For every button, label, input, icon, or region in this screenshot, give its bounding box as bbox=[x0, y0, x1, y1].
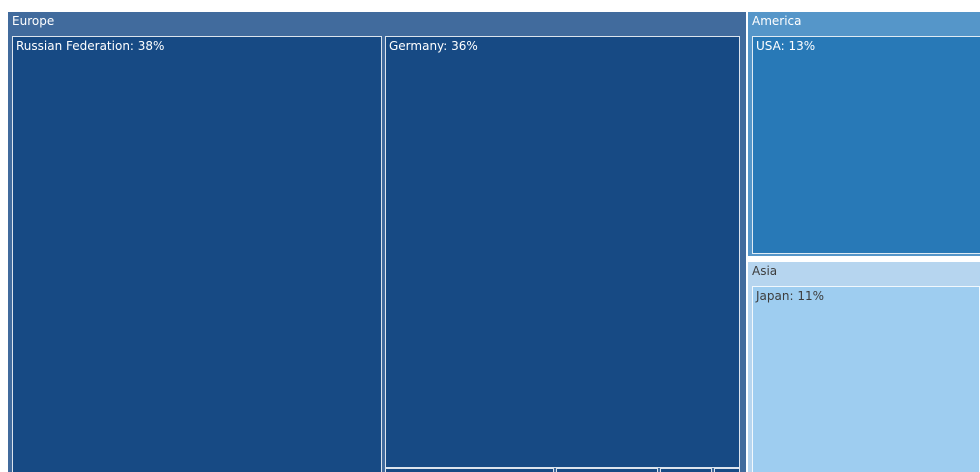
leaf-label-japan: Japan: 11% bbox=[756, 289, 824, 303]
group-europe: Europe Russian Federation: 38% Germany: … bbox=[8, 12, 746, 472]
group-label-america: America bbox=[752, 14, 802, 28]
leaf-label-germany: Germany: 36% bbox=[389, 39, 478, 53]
leaf-russian-federation[interactable]: Russian Federation: 38% bbox=[12, 36, 382, 472]
leaf-germany[interactable]: Germany: 36% bbox=[385, 36, 740, 468]
group-label-asia: Asia bbox=[752, 264, 778, 278]
group-america: America USA: 13% bbox=[748, 12, 980, 256]
leaf-europe-small-4[interactable] bbox=[714, 468, 740, 472]
leaf-japan[interactable]: Japan: 11% bbox=[752, 286, 980, 472]
leaf-europe-small-2[interactable] bbox=[556, 468, 658, 472]
leaf-usa[interactable]: USA: 13% bbox=[752, 36, 980, 254]
group-label-europe: Europe bbox=[12, 14, 55, 28]
leaf-europe-small-3[interactable] bbox=[660, 468, 712, 472]
group-asia: Asia Japan: 11% bbox=[748, 262, 980, 472]
leaf-europe-small-1[interactable] bbox=[385, 468, 554, 472]
leaf-label-russian-federation: Russian Federation: 38% bbox=[16, 39, 165, 53]
leaf-label-usa: USA: 13% bbox=[756, 39, 816, 53]
